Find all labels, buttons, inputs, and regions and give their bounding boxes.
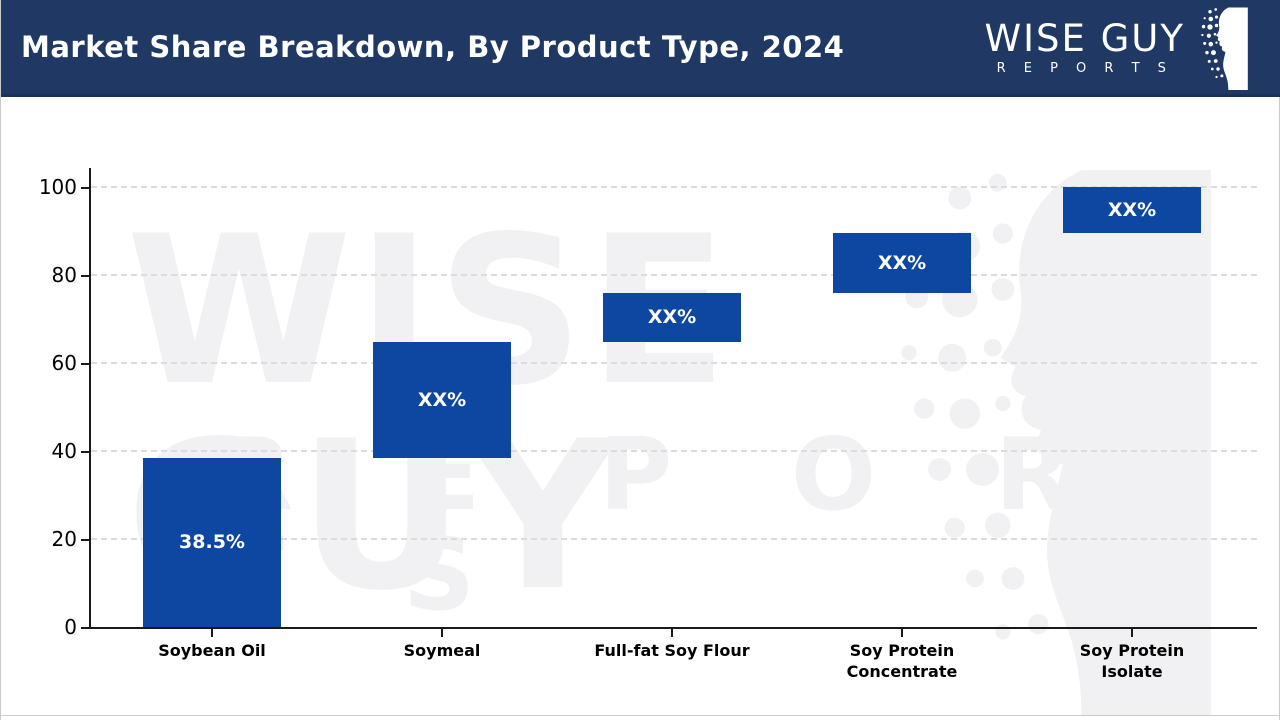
y-tick-label: 0	[64, 615, 77, 639]
y-axis-tick	[81, 275, 89, 277]
bar-value-label: XX%	[877, 252, 927, 275]
bar-soymeal: XX%	[373, 341, 511, 458]
x-axis-tick	[211, 629, 213, 637]
category-label-soybean-oil: Soybean Oil	[158, 641, 266, 660]
category-label-soy-protein-concentrate: Soy Protein Concentrate	[846, 641, 958, 681]
gridline-40	[91, 450, 1257, 452]
chart-canvas: WISE GUY R E P O R T S 0 20 40 60 80 100 38.5%…	[1, 100, 1280, 716]
y-axis-tick	[81, 451, 89, 453]
logo-wordmark: WISE GUY	[984, 17, 1185, 61]
category-label-soy-protein-isolate: Soy Protein Isolate	[1079, 641, 1185, 681]
category-label-full-fat-soy-flour: Full-fat Soy Flour	[594, 641, 750, 660]
y-tick-label: 80	[51, 263, 77, 287]
bar-full-fat-soy-flour: XX%	[603, 293, 741, 342]
y-tick-label: 100	[38, 175, 77, 199]
bar-value-label: 38.5%	[179, 531, 245, 554]
bar-value-label: XX%	[1107, 199, 1157, 222]
y-axis-tick	[81, 363, 89, 365]
chart-title: Market Share Breakdown, By Product Type,…	[21, 30, 845, 64]
x-axis-tick	[441, 629, 443, 637]
gridline-100	[91, 186, 1257, 188]
bar-value-label: XX%	[647, 306, 697, 329]
x-axis-tick	[901, 629, 903, 637]
category-label-soymeal: Soymeal	[403, 641, 481, 660]
x-axis-tick	[1131, 629, 1133, 637]
gridline-80	[91, 274, 1257, 276]
bar-soy-protein-concentrate: XX%	[833, 233, 971, 294]
y-axis-tick	[81, 627, 89, 629]
gridline-20	[91, 538, 1257, 540]
bar-soybean-oil: 38.5%	[143, 457, 281, 627]
x-axis-tick	[671, 629, 673, 637]
logo-face-icon	[1201, 7, 1248, 90]
logo-text: WISE GUY R E P O R T S	[984, 17, 1185, 76]
y-tick-label: 60	[51, 351, 77, 375]
gridline-60	[91, 362, 1257, 364]
y-axis-tick	[81, 539, 89, 541]
y-axis-tick	[81, 187, 89, 189]
x-axis-line	[89, 627, 1257, 629]
wise-guy-logo: WISE GUY R E P O R T S	[985, 6, 1267, 90]
header-bar: Market Share Breakdown, By Product Type,…	[1, 0, 1280, 97]
watermark-wordmark: WISE GUY	[126, 193, 733, 636]
y-axis-line	[89, 168, 91, 629]
bar-soy-protein-isolate: XX%	[1063, 187, 1201, 234]
y-tick-label: 20	[51, 527, 77, 551]
y-tick-label: 40	[51, 439, 77, 463]
logo-subtitle: R E P O R T S	[996, 60, 1173, 76]
bar-value-label: XX%	[417, 388, 467, 411]
